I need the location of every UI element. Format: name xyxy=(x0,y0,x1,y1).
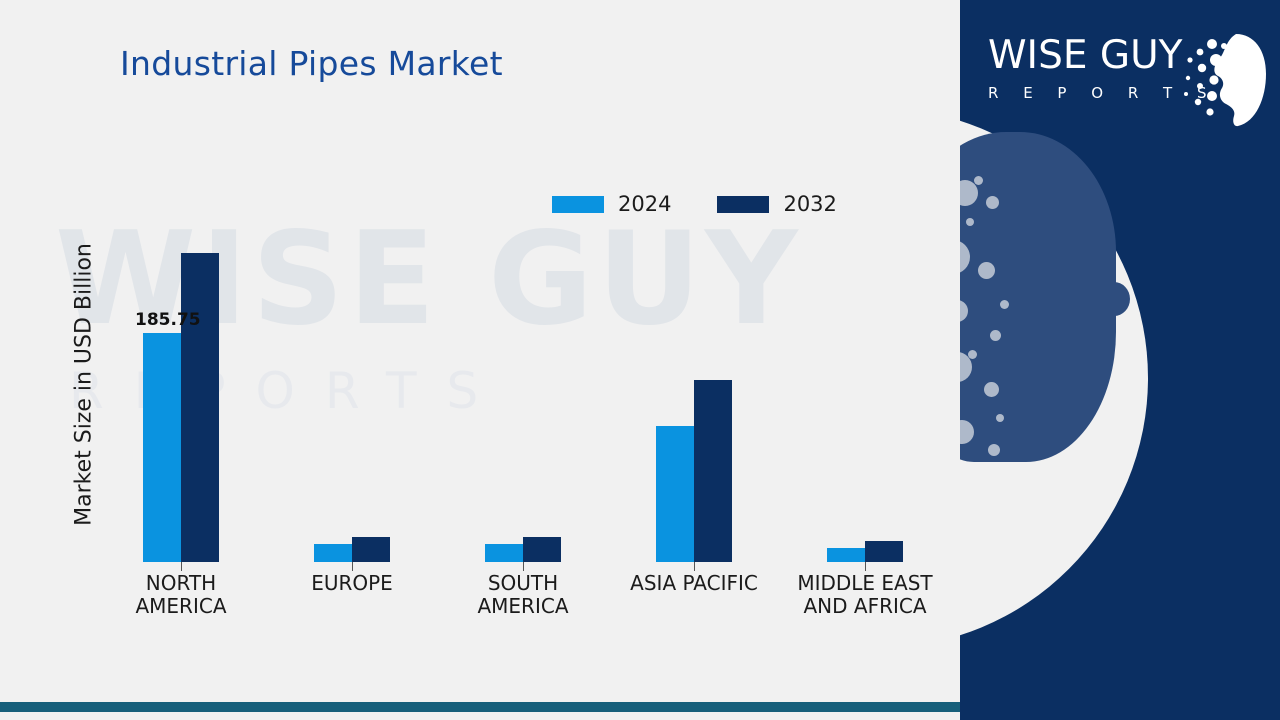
bar-2024[interactable] xyxy=(485,544,523,562)
bar-2024[interactable] xyxy=(143,333,181,562)
legend-label-2024: 2024 xyxy=(618,192,672,216)
bar-2024[interactable] xyxy=(656,426,694,562)
chart-legend: 2024 2032 xyxy=(552,192,837,216)
decorative-dot xyxy=(968,350,977,359)
legend-swatch-2032 xyxy=(717,195,770,213)
decorative-dot xyxy=(960,352,972,382)
bar-2032[interactable] xyxy=(865,541,903,562)
decorative-dot xyxy=(984,382,999,397)
axis-tick xyxy=(181,562,182,571)
bar-group xyxy=(827,180,903,562)
bar-group: 185.75 xyxy=(135,180,219,562)
legend-item-2024[interactable]: 2024 xyxy=(552,192,671,216)
decorative-dot xyxy=(960,180,978,206)
plot-area: 185.75 NORTH AMERICA EUROPE SOUTH AMERICA AS… xyxy=(104,180,934,618)
bar-group xyxy=(485,180,561,562)
category-label: MIDDLE EAST AND AFRICA xyxy=(797,571,933,619)
decorative-dot xyxy=(960,300,968,322)
legend-swatch-2024 xyxy=(552,195,604,213)
bar-value-label: 185.75 xyxy=(135,310,201,330)
brand-panel: WISE GUY R E P O R T S xyxy=(960,0,1280,720)
bar-2032[interactable] xyxy=(181,253,219,562)
decorative-dot xyxy=(974,176,983,185)
category-label: EUROPE xyxy=(311,571,393,595)
legend-label-2032: 2032 xyxy=(783,192,837,216)
bar-2032[interactable] xyxy=(694,380,732,562)
brand-logo-main-text: WISE GUY xyxy=(988,33,1183,78)
axis-tick xyxy=(694,562,695,571)
bar-2024[interactable] xyxy=(827,548,865,562)
bar-2024[interactable] xyxy=(314,544,352,562)
decorative-dot xyxy=(1000,300,1009,309)
bar-2032[interactable] xyxy=(523,537,561,562)
decorative-dot xyxy=(990,330,1001,341)
bottom-accent-strip xyxy=(0,702,960,712)
brand-logo-sub-text: R E P O R T S xyxy=(988,84,1217,102)
decorative-dot xyxy=(960,420,974,444)
category-label: NORTH AMERICA xyxy=(135,571,227,619)
brain-head-icon xyxy=(1184,34,1266,127)
axis-tick xyxy=(352,562,353,571)
brand-logo: WISE GUY R E P O R T S xyxy=(988,33,1266,127)
decorative-dot xyxy=(966,218,974,226)
decorative-dot xyxy=(978,262,995,279)
bar-group xyxy=(656,180,732,562)
decorative-dot xyxy=(960,240,970,274)
chart-panel: WISE GUY REPORTS Industrial Pipes Market… xyxy=(0,44,960,712)
bar-2032[interactable] xyxy=(352,537,390,562)
axis-tick xyxy=(865,562,866,571)
brand-head-silhouette xyxy=(960,132,1130,462)
page-title: Industrial Pipes Market xyxy=(120,44,503,83)
legend-item-2032[interactable]: 2032 xyxy=(717,192,837,216)
y-axis-title: Market Size in USD Billion xyxy=(71,243,97,526)
decorative-dot xyxy=(988,444,1000,456)
category-label: SOUTH AMERICA xyxy=(477,571,569,619)
category-label: ASIA PACIFIC xyxy=(630,571,758,595)
decorative-dot xyxy=(986,196,999,209)
bar-group xyxy=(314,180,390,562)
decorative-dot xyxy=(996,414,1004,422)
axis-tick xyxy=(523,562,524,571)
